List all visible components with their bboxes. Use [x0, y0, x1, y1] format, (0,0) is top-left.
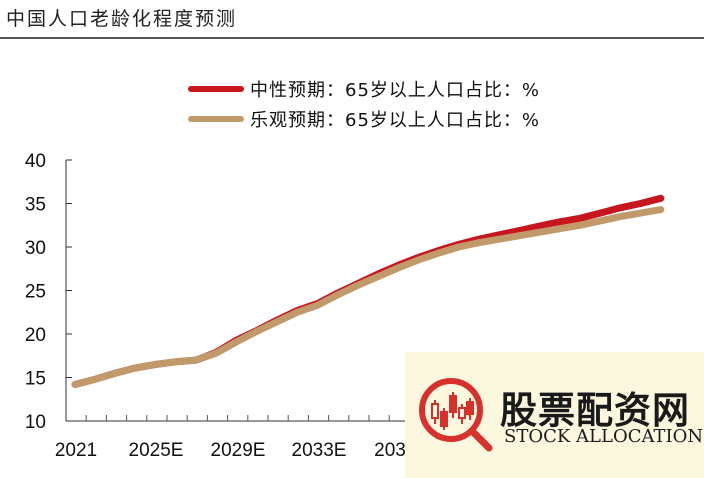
- x-tick-label: 203: [374, 440, 406, 461]
- title-divider: [0, 37, 704, 39]
- page-title: 中国人口老龄化程度预测: [6, 8, 238, 30]
- y-tick-label: 40: [25, 151, 46, 172]
- legend-label-neutral: 中性预期：65岁以上人口占比：%: [250, 80, 541, 101]
- x-tick-label: 2029E: [211, 440, 266, 461]
- x-tick-label: 2033E: [292, 440, 347, 461]
- legend-label-optimistic: 乐观预期：65岁以上人口占比：%: [250, 110, 541, 131]
- y-tick-label: 15: [25, 369, 46, 390]
- watermark-en-text: STOCK ALLOCATION: [504, 426, 704, 447]
- y-tick-label: 35: [25, 195, 46, 216]
- y-tick-label: 20: [25, 325, 46, 346]
- x-tick-label: 2021: [55, 440, 97, 461]
- series-line-optimistic: [71, 206, 665, 388]
- legend-swatch-neutral: [188, 86, 244, 92]
- watermark-cn-text: 股票配资网: [500, 389, 690, 432]
- magnifier-candlestick-icon: [419, 378, 493, 452]
- legend-swatch-optimistic: [188, 116, 244, 122]
- legend-item-optimistic: 乐观预期：65岁以上人口占比：%: [188, 104, 540, 134]
- x-tick-label: 2025E: [129, 440, 184, 461]
- legend: 中性预期：65岁以上人口占比：% 乐观预期：65岁以上人口占比：%: [188, 74, 540, 134]
- y-tick-label: 10: [25, 412, 46, 433]
- y-tick-label: 30: [25, 238, 46, 259]
- watermark: 股票配资网 STOCK ALLOCATION: [405, 352, 704, 478]
- legend-item-neutral: 中性预期：65岁以上人口占比：%: [188, 74, 540, 104]
- y-tick-label: 25: [25, 282, 46, 303]
